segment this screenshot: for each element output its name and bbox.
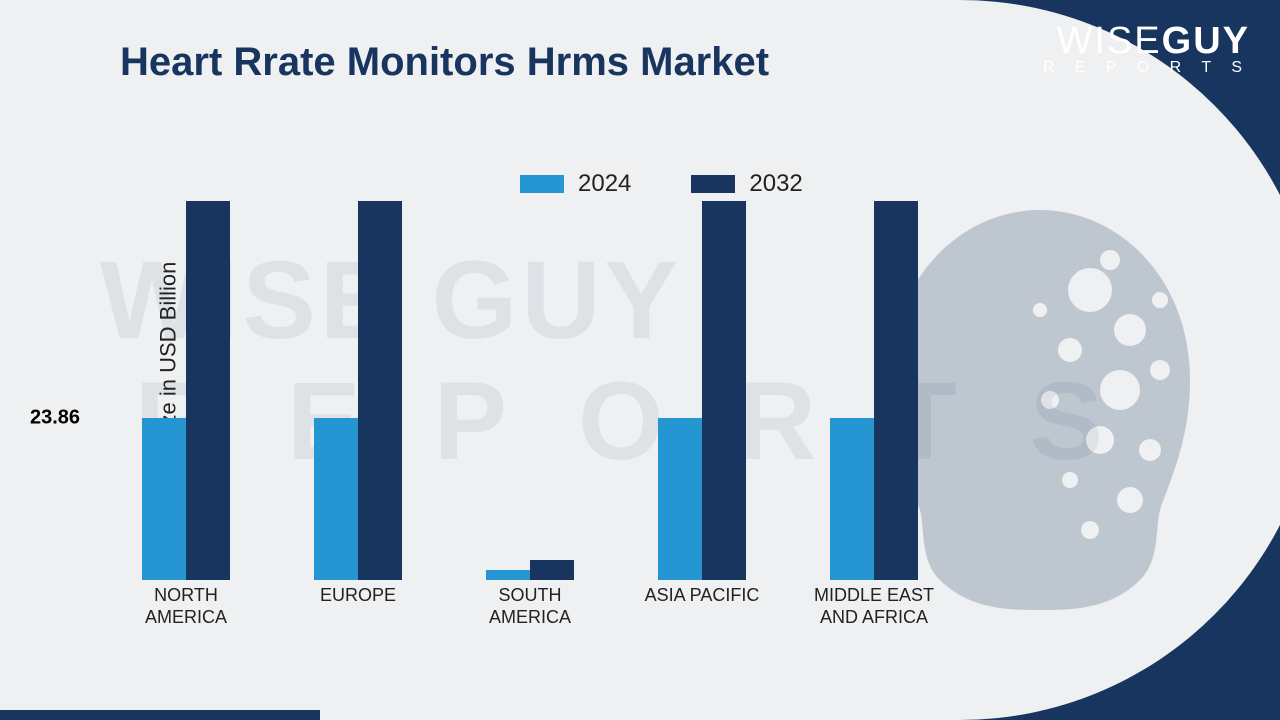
bar-2032 <box>702 201 746 580</box>
bottom-accent-bar <box>0 710 320 720</box>
chart-title: Heart Rrate Monitors Hrms Market <box>120 40 769 85</box>
bar-2024 <box>658 418 702 580</box>
brand-logo-top: WISEGUY <box>990 20 1250 63</box>
chart-plot-area: NORTH AMERICAEUROPESOUTH AMERICAASIA PAC… <box>100 160 960 580</box>
y-axis-tick-label: 23.86 <box>30 407 80 430</box>
category-label: NORTH AMERICA <box>116 585 256 628</box>
bar-pair <box>616 160 788 580</box>
bar-pair <box>444 160 616 580</box>
bar-2024 <box>142 418 186 580</box>
category-label: SOUTH AMERICA <box>460 585 600 628</box>
bar-2032 <box>874 201 918 580</box>
bar-2032 <box>358 201 402 580</box>
bar-groups-container: NORTH AMERICAEUROPESOUTH AMERICAASIA PAC… <box>100 160 960 580</box>
bar-group: MIDDLE EAST AND AFRICA <box>788 160 960 580</box>
bar-2032 <box>186 201 230 580</box>
brand-logo-sub: R E P O R T S <box>990 59 1250 77</box>
bar-2024 <box>314 418 358 580</box>
bar-2032 <box>530 560 574 580</box>
brand-logo: WISEGUY R E P O R T S <box>990 20 1250 77</box>
brand-word-1: WISE <box>1057 20 1162 62</box>
bar-2024 <box>486 570 530 580</box>
category-label: ASIA PACIFIC <box>632 585 772 607</box>
category-label: EUROPE <box>288 585 428 607</box>
canvas: WISEGUY R E P O R T S Heart Rrate Monito… <box>0 0 1280 720</box>
bar-group: SOUTH AMERICA <box>444 160 616 580</box>
category-label: MIDDLE EAST AND AFRICA <box>804 585 944 628</box>
bar-pair <box>100 160 272 580</box>
brand-word-2: GUY <box>1162 20 1250 62</box>
bar-pair <box>788 160 960 580</box>
bar-pair <box>272 160 444 580</box>
bar-group: EUROPE <box>272 160 444 580</box>
bar-group: NORTH AMERICA <box>100 160 272 580</box>
bar-2024 <box>830 418 874 580</box>
bar-group: ASIA PACIFIC <box>616 160 788 580</box>
